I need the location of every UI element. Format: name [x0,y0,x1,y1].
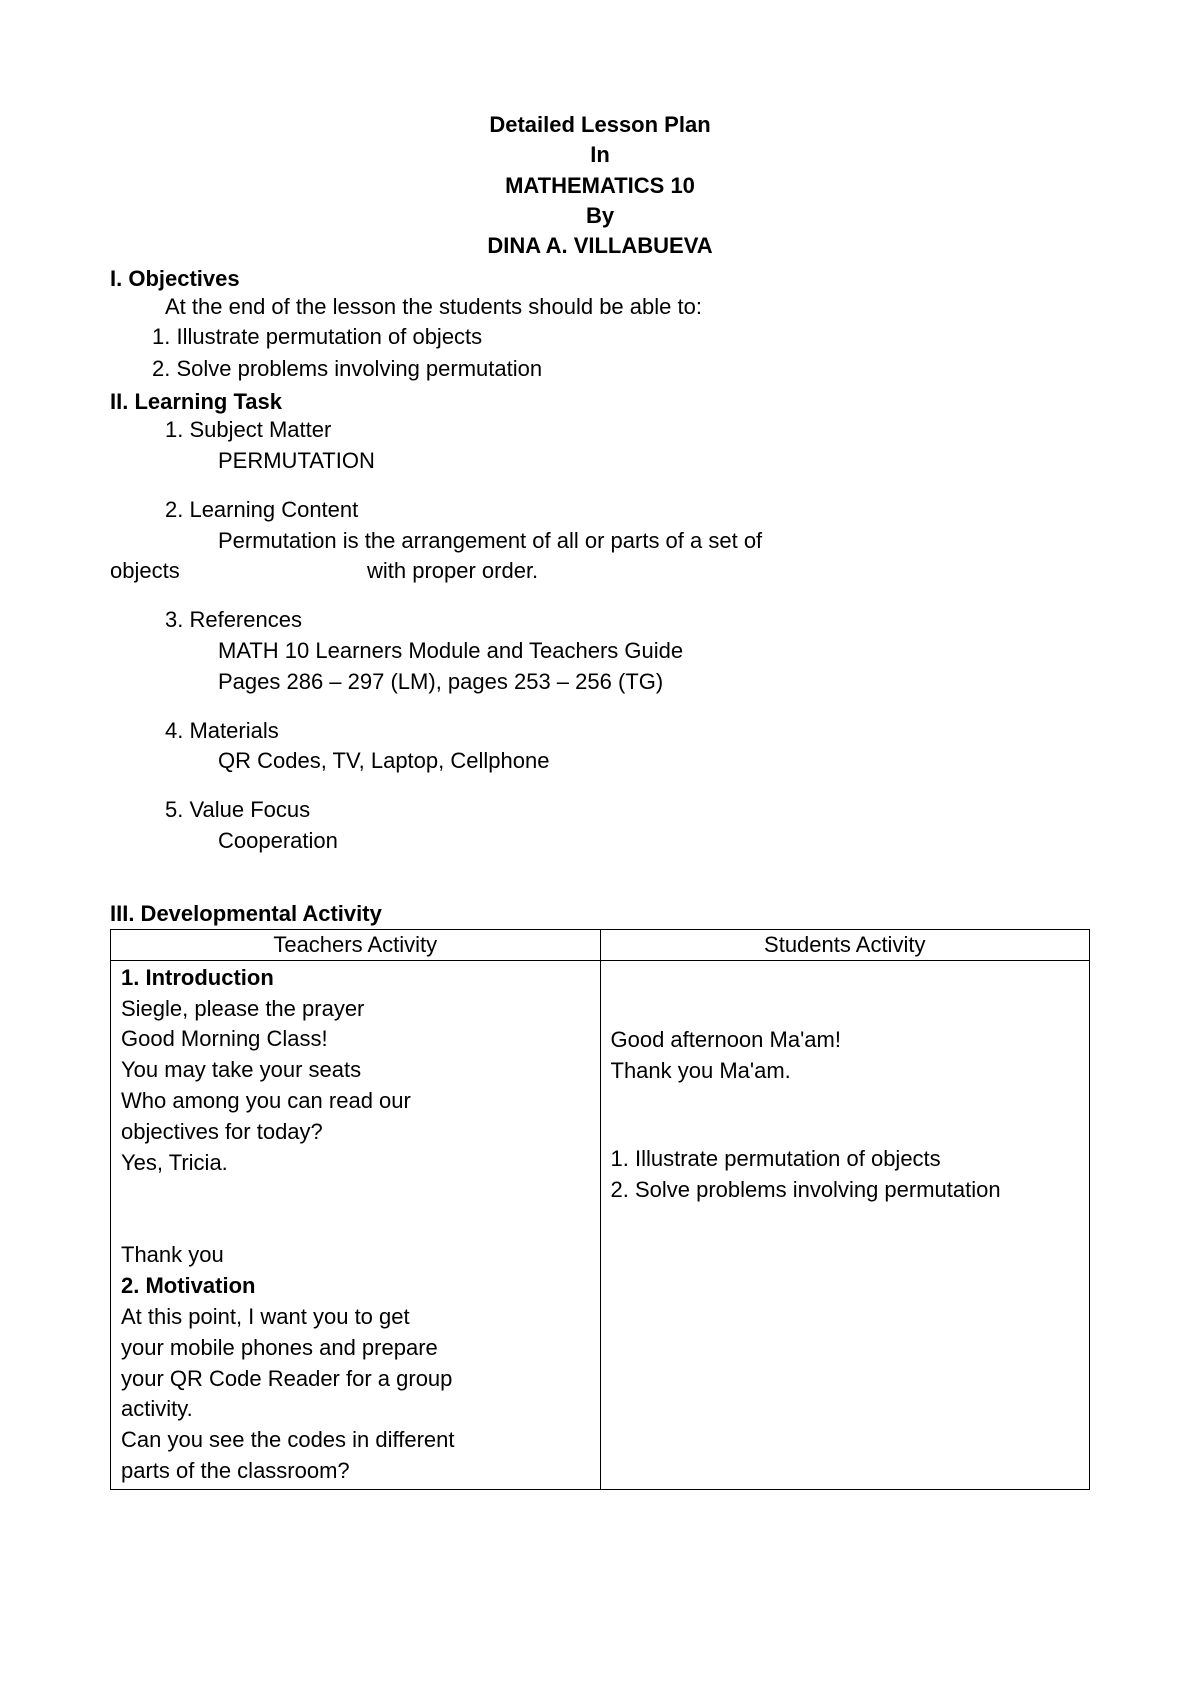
value-focus-value: Cooperation [110,826,1090,857]
document-page: Detailed Lesson Plan In MATHEMATICS 10 B… [0,0,1200,1550]
references-line: MATH 10 Learners Module and Teachers Gui… [110,636,1090,667]
header-line: In [110,140,1090,170]
teacher-line: You may take your seats [121,1055,590,1086]
table-header-teachers: Teachers Activity [111,929,601,960]
table-header-students: Students Activity [600,929,1090,960]
teacher-line: Thank you [121,1240,590,1271]
objective-item: 1. Illustrate permutation of objects [110,321,1090,353]
teacher-line: Who among you can read our [121,1086,590,1117]
header-line: By [110,201,1090,231]
students-activity-cell: Good afternoon Ma'am! Thank you Ma'am. 1… [600,960,1090,1489]
activity-table: Teachers Activity Students Activity 1. I… [110,929,1090,1490]
teacher-line: activity. [121,1394,590,1425]
objective-item: 2. Solve problems involving permutation [110,353,1090,385]
objectives-intro: At the end of the lesson the students sh… [110,292,1090,322]
student-line: Good afternoon Ma'am! [611,1025,1080,1056]
header-line: DINA A. VILLABUEVA [110,231,1090,261]
teacher-line: Good Morning Class! [121,1024,590,1055]
teacher-line: objectives for today? [121,1117,590,1148]
student-line: Thank you Ma'am. [611,1056,1080,1087]
teachers-activity-cell: 1. Introduction Siegle, please the praye… [111,960,601,1489]
references-label: 3. References [110,605,1090,636]
section-objectives-title: I. Objectives [110,266,1090,292]
student-line: 2. Solve problems involving permutation [611,1175,1080,1206]
materials-label: 4. Materials [110,716,1090,747]
learning-content-label: 2. Learning Content [110,495,1090,526]
learning-content-fragment: with proper order. [367,558,538,583]
teacher-line: your mobile phones and prepare [121,1333,590,1364]
learning-content-line: Permutation is the arrangement of all or… [110,526,1090,557]
learning-content-fragment: objects [110,558,180,583]
subject-matter-value: PERMUTATION [110,446,1090,477]
section-developmental-title: III. Developmental Activity [110,901,1090,927]
teacher-line: your QR Code Reader for a group [121,1364,590,1395]
teacher-line: At this point, I want you to get [121,1302,590,1333]
value-focus-label: 5. Value Focus [110,795,1090,826]
header-line: Detailed Lesson Plan [110,110,1090,140]
references-line: Pages 286 – 297 (LM), pages 253 – 256 (T… [110,667,1090,698]
intro-heading: 1. Introduction [121,963,590,994]
teacher-line: parts of the classroom? [121,1456,590,1487]
section-learning-task-title: II. Learning Task [110,389,1090,415]
document-header: Detailed Lesson Plan In MATHEMATICS 10 B… [110,110,1090,262]
student-line: 1. Illustrate permutation of objects [611,1144,1080,1175]
teacher-line: Siegle, please the prayer [121,994,590,1025]
motivation-heading: 2. Motivation [121,1271,590,1302]
materials-value: QR Codes, TV, Laptop, Cellphone [110,746,1090,777]
subject-matter-label: 1. Subject Matter [110,415,1090,446]
learning-content-line: objects with proper order. [110,556,1090,587]
header-line: MATHEMATICS 10 [110,171,1090,201]
teacher-line: Can you see the codes in different [121,1425,590,1456]
teacher-line: Yes, Tricia. [121,1148,590,1179]
